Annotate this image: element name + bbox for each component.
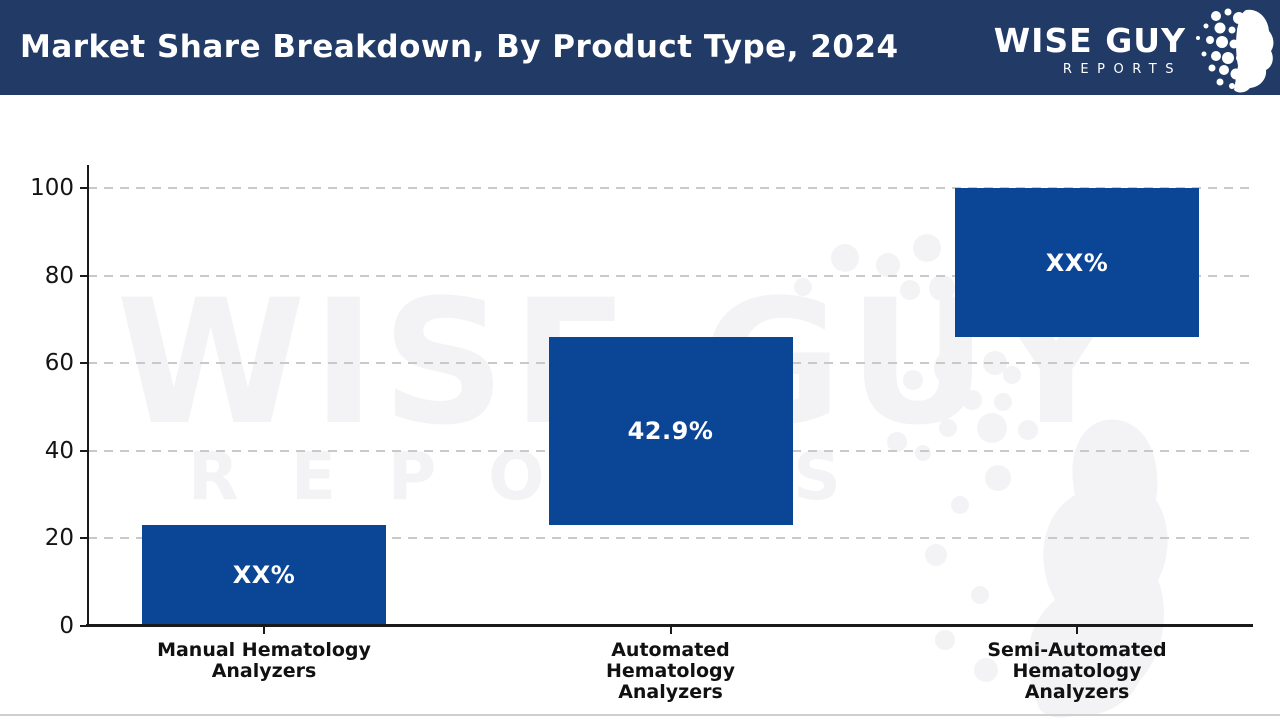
category-label: Semi-Automated Hematology Analyzers: [917, 640, 1237, 703]
category-label-line: Automated: [611, 639, 730, 661]
y-axis-tick: [80, 624, 88, 627]
bottom-divider: [0, 714, 1280, 716]
chart-title: Market Share Breakdown, By Product Type,…: [20, 29, 899, 65]
x-axis-tick: [669, 627, 672, 634]
category-label-line: Semi-Automated: [987, 639, 1167, 661]
y-axis-line: [87, 165, 89, 626]
category-label-line: Analyzers: [211, 660, 317, 682]
gridline: [88, 537, 1253, 539]
header-bar: Market Share Breakdown, By Product Type,…: [0, 0, 1280, 95]
category-label-line: Hematology: [605, 660, 736, 682]
x-axis-tick: [263, 627, 265, 634]
brand-logo: WISE GUY REPORTS: [994, 0, 1274, 95]
category-label: Automated Hematology Analyzers: [511, 640, 831, 703]
category-label-line: Hematology: [1012, 660, 1142, 682]
y-axis-tick-label: 60: [44, 350, 74, 376]
category-label-line: Manual Hematology: [157, 639, 371, 661]
category-label: Manual Hematology Analyzers: [104, 640, 424, 682]
y-axis-tick-label: 80: [44, 262, 74, 289]
bar-segment: XX%: [142, 524, 386, 626]
bar-segment: 42.9%: [548, 337, 793, 525]
logo-head-icon: [1196, 8, 1274, 93]
brand-tagline: REPORTS: [1062, 62, 1182, 77]
y-axis-tick: [80, 537, 88, 539]
gridline: [88, 274, 1253, 277]
x-axis-tick: [1076, 627, 1078, 634]
y-axis-tick-label: 100: [30, 175, 74, 201]
y-axis-tick-label: 0: [59, 612, 74, 639]
bar-value-label: XX%: [232, 561, 296, 590]
category-label-line: Analyzers: [618, 681, 723, 703]
y-axis-tick: [80, 187, 88, 189]
category-label-line: Analyzers: [1024, 681, 1130, 703]
y-axis-tick-label: 20: [44, 525, 74, 551]
x-axis-line: [86, 624, 1253, 627]
gridline: [88, 187, 1253, 189]
brand-name: WISE GUY: [993, 21, 1186, 60]
bar-segment: XX%: [955, 188, 1199, 338]
y-axis-tick-label: 40: [44, 437, 74, 464]
y-axis-tick: [80, 274, 88, 277]
y-axis-tick: [80, 362, 88, 364]
bar-value-label: 42.9%: [627, 417, 714, 446]
y-axis-tick: [80, 449, 88, 452]
bar-value-label: XX%: [1045, 248, 1109, 277]
